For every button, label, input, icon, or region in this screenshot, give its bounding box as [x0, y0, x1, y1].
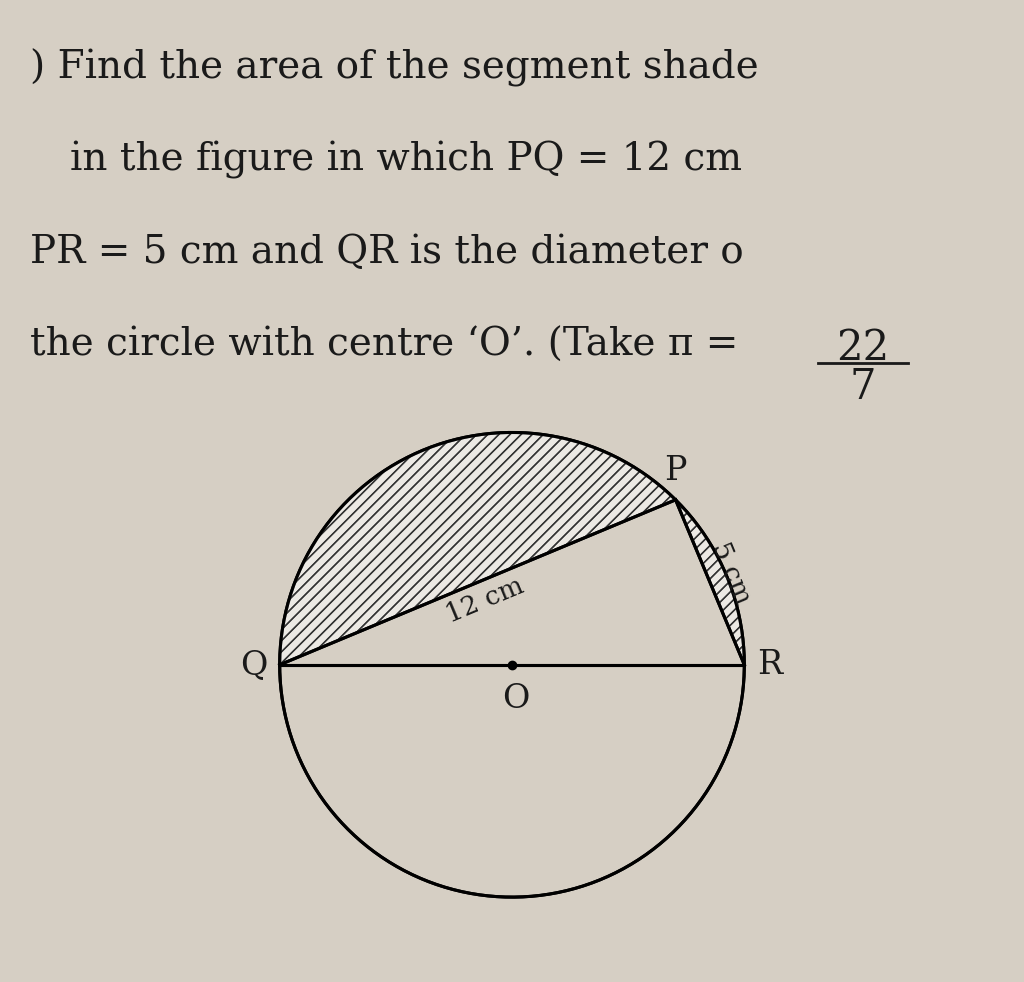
Text: Q: Q — [240, 649, 267, 681]
Text: PR = 5 cm and QR is the diameter o: PR = 5 cm and QR is the diameter o — [31, 234, 744, 271]
Text: O: O — [502, 682, 529, 715]
Text: 7: 7 — [850, 366, 877, 409]
Text: R: R — [757, 649, 782, 681]
Polygon shape — [280, 432, 676, 665]
Text: 5 cm: 5 cm — [708, 538, 756, 608]
Text: 22: 22 — [837, 327, 890, 369]
Text: ) Find the area of the segment shade: ) Find the area of the segment shade — [31, 48, 759, 86]
Text: in the figure in which PQ = 12 cm: in the figure in which PQ = 12 cm — [71, 141, 742, 179]
Polygon shape — [676, 500, 744, 665]
Polygon shape — [280, 500, 744, 665]
Text: the circle with centre ‘O’. (Take π =: the circle with centre ‘O’. (Take π = — [31, 327, 738, 364]
Text: 12 cm: 12 cm — [442, 573, 527, 627]
Text: P: P — [665, 456, 687, 487]
